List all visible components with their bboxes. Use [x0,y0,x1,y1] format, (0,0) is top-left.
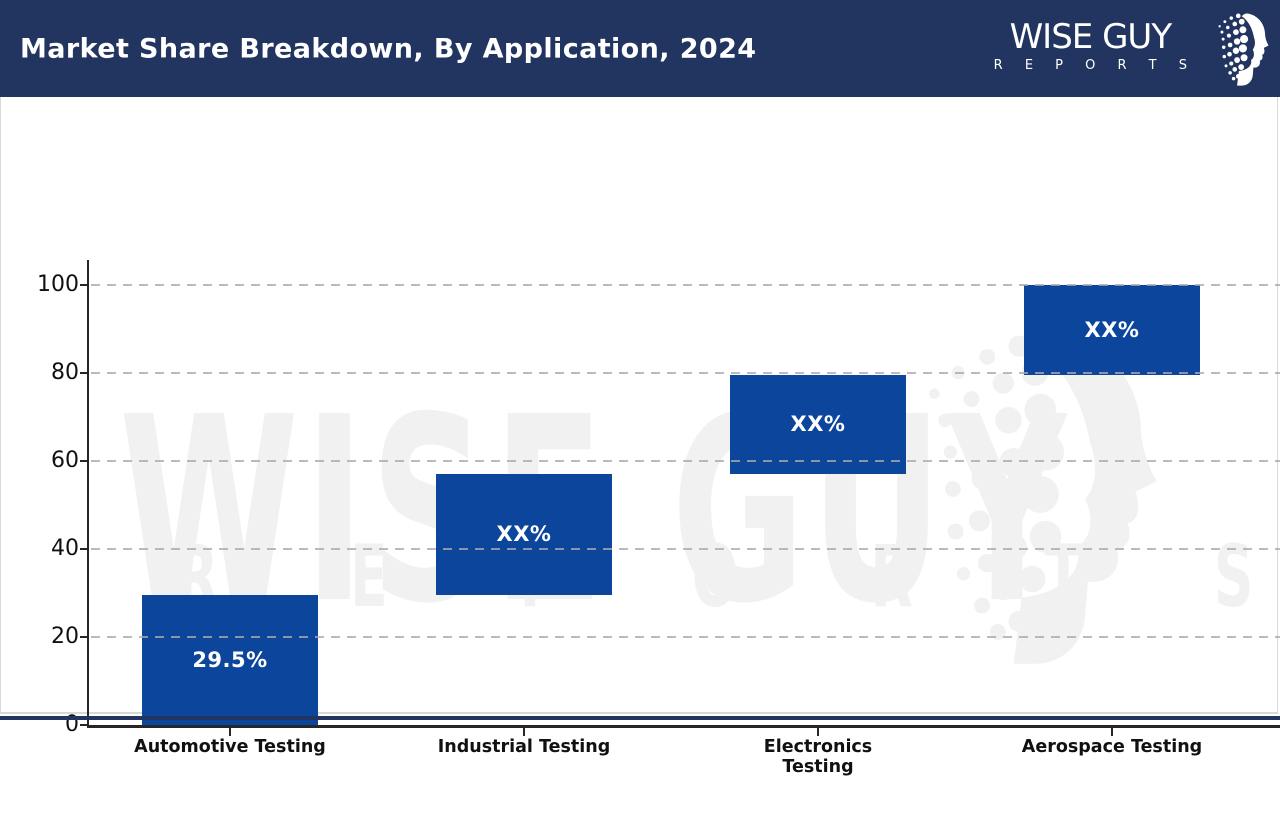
bar-value-label: XX% [496,522,552,547]
y-tick-40 [80,547,89,550]
gridline-80 [91,371,1280,374]
bar-automotive-testing: 29.5% [142,595,318,725]
logo-head-icon [1208,6,1272,92]
footer-bar [0,716,1280,720]
x-category-label: Aerospace Testing [1021,737,1203,757]
y-tick-label-20: 20 [51,623,79,649]
y-tick-label-60: 60 [51,447,79,473]
x-category-label: Industrial Testing [437,737,611,757]
y-tick-100 [80,283,89,286]
logo-reports-text: R E P O R T S [993,58,1196,73]
y-tick-label-40: 40 [51,535,79,561]
bar-value-label: XX% [790,412,846,437]
chart-title: Market Share Breakdown, By Application, … [20,33,757,64]
report-chart-image: WISE GUY R E P O R T S 29.5% XX% XX% XX% 0 20… [0,0,1280,777]
gridline-100 [91,283,1280,286]
x-category-label: Electronics Testing [763,737,873,777]
y-tick-60 [80,459,89,462]
header: Market Share Breakdown, By Application, … [0,0,1280,97]
gridline-60 [91,459,1280,462]
x-tick-3 [817,728,819,736]
y-axis-line [87,260,89,728]
x-axis-line [87,725,1280,728]
y-tick-label-100: 100 [37,271,79,297]
wise-guy-reports-logo: WISE GUY R E P O R T S [985,20,1196,73]
x-category-label: Automotive Testing [134,737,326,757]
chart-card: WISE GUY R E P O R T S 29.5% XX% XX% XX% 0 20… [0,97,1280,777]
bar-electronics-testing: XX% [730,374,906,474]
bar-value-label: XX% [1084,317,1140,342]
logo-wordmark: WISE GUY [1009,17,1173,57]
gridline-40 [91,547,1280,550]
x-tick-1 [229,728,231,736]
bar-value-label: 29.5% [192,648,268,673]
x-tick-4 [1111,728,1113,736]
gridline-20 [91,635,1280,638]
y-tick-20 [80,635,89,638]
bar-aerospace-testing: XX% [1024,284,1200,375]
y-tick-80 [80,371,89,374]
y-tick-label-80: 80 [51,359,79,385]
plot-area: 29.5% XX% XX% XX% 0 20 40 60 80 100 Automotive Tes… [1,97,1280,817]
x-tick-2 [523,728,525,736]
bar-industrial-testing: XX% [436,473,612,596]
